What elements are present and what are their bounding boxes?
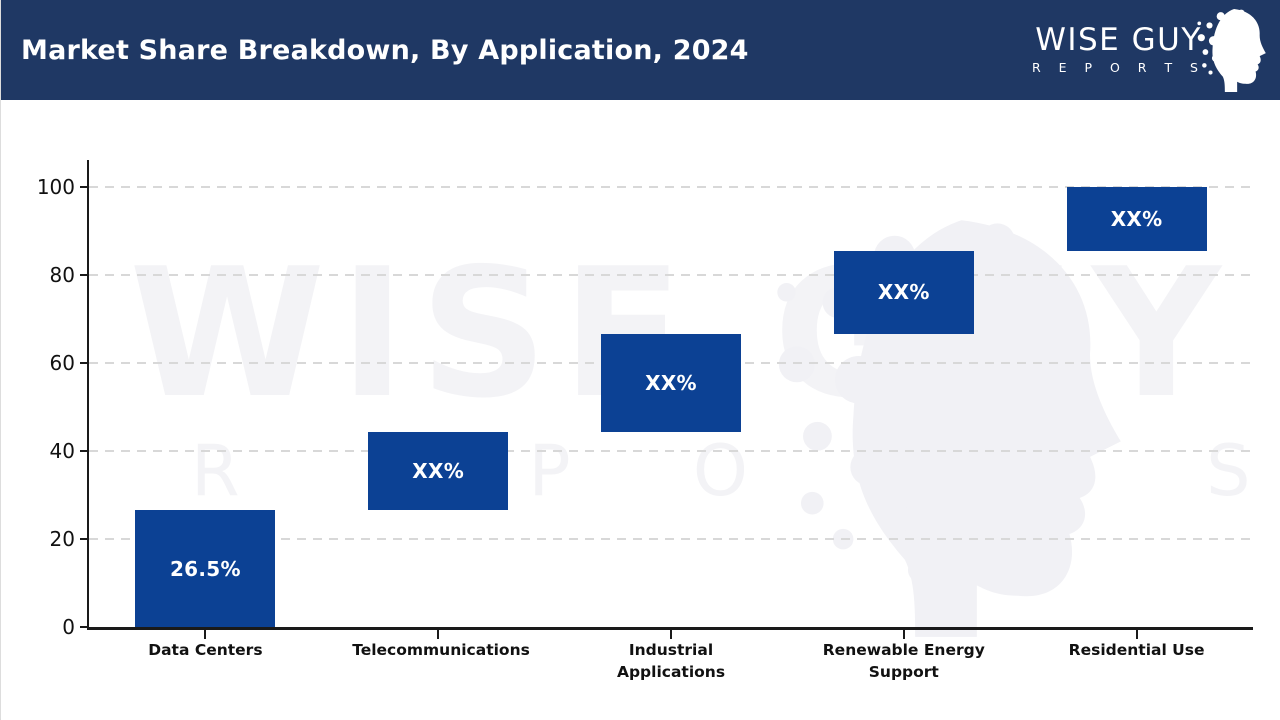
header: Market Share Breakdown, By Application, …	[1, 0, 1280, 100]
bar-value-label: XX%	[1110, 206, 1163, 231]
x-tick-mark	[1135, 630, 1138, 639]
x-category-label: Data Centers	[148, 641, 263, 659]
bar-value-label: 26.5%	[169, 556, 241, 581]
y-tick-mark-80	[80, 274, 89, 276]
y-axis-line	[87, 160, 89, 628]
x-category-label: Residential Use	[1068, 641, 1205, 659]
dotted-head-profile-icon	[1197, 9, 1266, 92]
y-tick-mark-20	[80, 538, 89, 540]
brand-subtitle: R E P O R T S	[1031, 60, 1205, 76]
bar-residential-use: XX%	[1066, 187, 1207, 251]
brand-name: WISE GUY	[1035, 22, 1202, 59]
y-tick-mark-40	[80, 450, 89, 452]
gridline-20	[89, 538, 1253, 540]
gridline-40	[89, 450, 1253, 452]
bar-data-centers: 26.5%	[135, 510, 276, 627]
x-tick-mark	[437, 630, 440, 639]
brand-logo-text: WISE GUY R E P O R T S	[1032, 25, 1205, 75]
y-tick-mark-100	[80, 186, 89, 188]
gridline-100	[89, 186, 1253, 188]
bar-telecommunications: XX%	[368, 431, 509, 511]
x-category-label: Telecommunications	[352, 641, 530, 659]
y-tick-mark-0	[80, 626, 89, 628]
x-axis-line	[87, 627, 1253, 630]
bar-value-label: XX%	[412, 459, 465, 483]
y-tick-label-20: 20	[49, 527, 75, 551]
y-tick-label-60: 60	[49, 351, 75, 375]
x-tick-mark	[902, 630, 905, 639]
y-tick-label-40: 40	[49, 439, 75, 463]
bar-value-label: XX%	[877, 280, 930, 305]
page-title: Market Share Breakdown, By Application, …	[21, 34, 749, 66]
y-tick-label-80: 80	[49, 263, 75, 287]
bar-value-label: XX%	[645, 370, 697, 395]
bar-renewable-energy-support: XX%	[833, 250, 974, 334]
x-category-label: Industrial Applications	[616, 641, 726, 681]
y-tick-label-100: 100	[36, 175, 75, 199]
brand-logo: WISE GUY R E P O R T S	[1032, 7, 1267, 93]
y-tick-mark-60	[80, 362, 89, 364]
y-tick-label-0: 0	[62, 615, 75, 639]
x-tick-mark	[670, 630, 672, 639]
x-tick-mark	[204, 630, 207, 639]
x-category-label: Renewable Energy Support	[822, 641, 985, 681]
bar-industrial-applications: XX%	[601, 333, 741, 432]
gridline-80	[89, 274, 1253, 276]
